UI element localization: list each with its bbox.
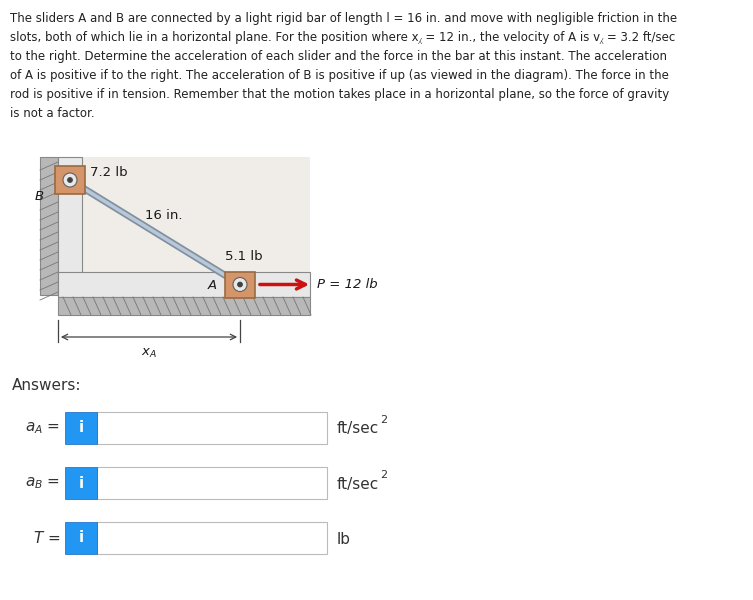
Circle shape (233, 277, 247, 292)
Circle shape (68, 178, 72, 182)
Bar (65, 522, 97, 554)
Text: 2: 2 (380, 470, 387, 480)
Text: $a_A$ =: $a_A$ = (25, 420, 60, 436)
Bar (82, 157, 310, 272)
Bar (225, 271, 255, 298)
Bar (97, 412, 327, 444)
Bar (55, 166, 85, 194)
Text: $T$ =: $T$ = (32, 530, 60, 546)
Bar (65, 467, 97, 499)
Text: i: i (78, 530, 84, 545)
Bar (58, 297, 310, 315)
Circle shape (237, 282, 242, 287)
Text: $x_A$: $x_A$ (141, 347, 157, 360)
Text: Answers:: Answers: (12, 378, 81, 393)
Text: 7.2 lb: 7.2 lb (90, 166, 127, 179)
Text: i: i (78, 475, 84, 491)
Text: ft/sec: ft/sec (337, 421, 380, 437)
Circle shape (63, 173, 77, 187)
Text: 2: 2 (380, 415, 387, 425)
Text: The sliders A and B are connected by a light rigid bar of length l = 16 in. and : The sliders A and B are connected by a l… (10, 12, 677, 120)
Bar (65, 412, 97, 444)
Text: P = 12 lb: P = 12 lb (317, 278, 377, 291)
Text: ft/sec: ft/sec (337, 476, 380, 491)
Text: 16 in.: 16 in. (145, 209, 182, 222)
Text: i: i (78, 421, 84, 436)
Text: B: B (35, 190, 44, 202)
Bar (40, 157, 58, 295)
Bar (58, 157, 82, 295)
Text: A: A (208, 279, 217, 292)
Bar (97, 467, 327, 499)
Bar (97, 522, 327, 554)
Text: lb: lb (337, 532, 351, 547)
Bar (58, 272, 310, 297)
Text: $a_B$ =: $a_B$ = (25, 475, 60, 491)
Text: 5.1 lb: 5.1 lb (225, 251, 263, 263)
